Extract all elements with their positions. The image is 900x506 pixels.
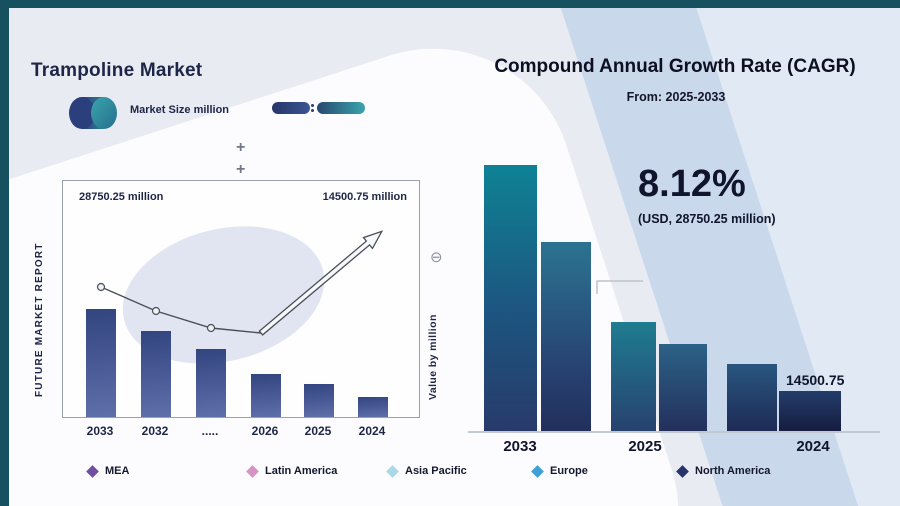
cagr-title: Compound Annual Growth Rate (CAGR) — [494, 56, 856, 77]
legend-item-europe: Europe — [531, 464, 588, 478]
decorative-pill-dark — [272, 102, 310, 114]
legend-label: North America — [695, 465, 771, 477]
legend-label: MEA — [105, 465, 130, 477]
cagr-bar-2025-b — [659, 344, 707, 432]
legend-item-north-america: North America — [676, 464, 771, 478]
cagr-subtitle: From: 2025-2033 — [626, 90, 726, 104]
legend-label: Asia Pacific — [405, 465, 467, 477]
legend-label: Latin America — [265, 465, 338, 477]
legend-diamond-swatch — [386, 464, 399, 478]
x-label-2033: 2033 — [86, 424, 114, 438]
legend-diamond-swatch — [676, 464, 689, 478]
bar-2033 — [86, 309, 116, 417]
decorative-pill-teal — [317, 102, 365, 114]
market-size-cylinder-icon — [69, 97, 117, 129]
annotation-2024-value: 14500.75 million — [322, 191, 407, 203]
legend-item-latin-america: Latin America — [246, 464, 338, 478]
cagr-bar-2033-b — [541, 242, 591, 432]
x-label-2025: 2025 — [304, 424, 332, 438]
frame-left-border — [0, 0, 9, 506]
bar-annotation-value: 14500.75 — [786, 372, 845, 388]
plus-decoration-icon: + — [236, 139, 246, 156]
annotation-2033-value: 28750.25 million — [79, 191, 164, 203]
left-chart-title: Trampoline Market — [31, 60, 203, 81]
bar-2025 — [304, 384, 334, 417]
x-label-2026: 2026 — [251, 424, 279, 438]
cagr-value: 8.12% — [638, 163, 746, 205]
circle-minus-icon: ⊖ — [430, 249, 443, 266]
plus-decoration-icon: + — [236, 161, 246, 178]
market-size-chart: 28750.25 million 14500.75 million — [62, 180, 420, 418]
x-axis-line — [468, 431, 880, 433]
cagr-x-label-2024: 2024 — [796, 438, 830, 455]
x-label-2032: 2032 — [141, 424, 169, 438]
cagr-bar-2024-a — [727, 364, 777, 432]
bar-2026 — [251, 374, 281, 417]
sketch-step-line — [596, 280, 643, 294]
cagr-bar-2033-a — [484, 165, 537, 432]
cagr-detail: (USD, 28750.25 million) — [638, 212, 776, 226]
cagr-bar-2024-b — [779, 391, 841, 432]
pill-separator-dots — [311, 104, 314, 113]
legend-item-asia-pacific: Asia Pacific — [386, 464, 467, 478]
future-market-report-label: FUTURE MARKET REPORT — [34, 242, 45, 398]
x-label-ellipsis: ..... — [201, 424, 219, 438]
value-axis-label: Value by million — [427, 314, 439, 400]
legend-diamond-swatch — [86, 464, 99, 478]
market-size-legend-label: Market Size million — [130, 104, 230, 116]
cagr-x-label-2033: 2033 — [503, 438, 537, 455]
cagr-x-label-2025: 2025 — [628, 438, 662, 455]
x-label-2024: 2024 — [358, 424, 386, 438]
legend-diamond-swatch — [246, 464, 259, 478]
bar-intermediate-years — [196, 349, 226, 417]
frame-top-border — [0, 0, 900, 8]
cagr-bar-2025-a — [611, 322, 656, 432]
legend-item-mea: MEA — [86, 464, 130, 478]
bar-2024 — [358, 397, 388, 417]
legend-label: Europe — [550, 465, 588, 477]
legend-diamond-swatch — [531, 464, 544, 478]
bar-2032 — [141, 331, 171, 417]
